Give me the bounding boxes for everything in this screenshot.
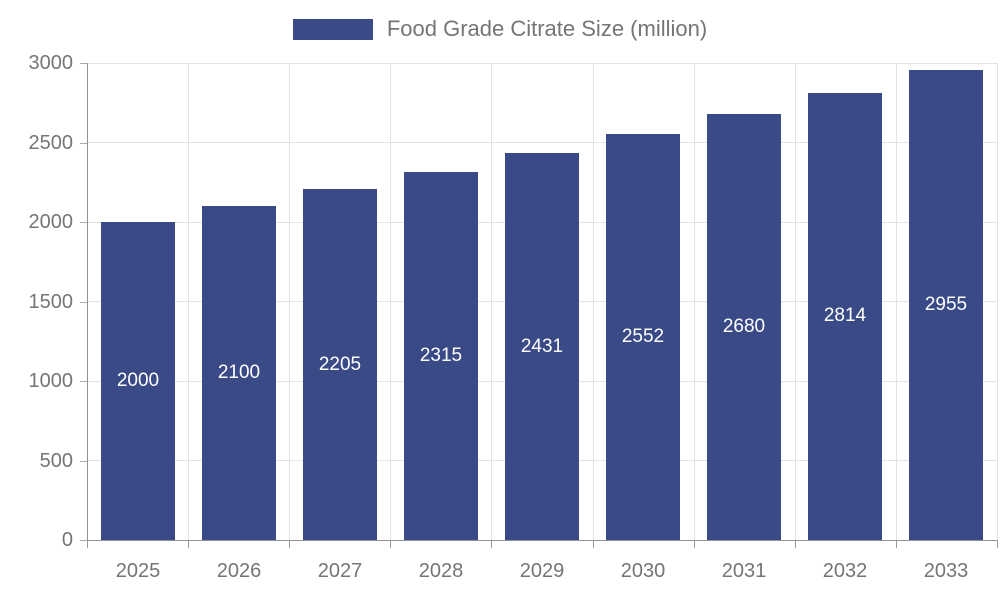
legend[interactable]: Food Grade Citrate Size (million) bbox=[0, 17, 1000, 41]
x-tick-1 bbox=[187, 540, 189, 548]
plot-area: 2000 2100 2205 2315 2431 2552 2680 2814 2955 bbox=[87, 62, 998, 540]
x-axis-label-2031: 2031 bbox=[721, 560, 767, 582]
x-tick-2 bbox=[288, 540, 290, 548]
y-axis-label-3000: 3000 bbox=[28, 52, 74, 74]
bar-2032[interactable] bbox=[808, 93, 882, 540]
x-tick-7 bbox=[794, 540, 796, 548]
x-tick-0 bbox=[86, 540, 88, 548]
bar-2027[interactable] bbox=[303, 189, 377, 540]
legend-label: Food Grade Citrate Size (million) bbox=[386, 16, 708, 41]
y-axis-label-500: 500 bbox=[39, 450, 73, 472]
y-tick-1500 bbox=[80, 301, 87, 303]
x-axis-label-2026: 2026 bbox=[216, 560, 262, 582]
legend-swatch bbox=[292, 18, 373, 40]
x-axis-label-2030: 2030 bbox=[620, 560, 666, 582]
gridline-x-4 bbox=[490, 63, 492, 540]
y-axis-label-2500: 2500 bbox=[28, 132, 74, 154]
gridline-y-2500 bbox=[87, 142, 997, 143]
y-tick-500 bbox=[80, 460, 87, 462]
x-axis-label-2033: 2033 bbox=[923, 560, 969, 582]
gridline-x-6 bbox=[693, 63, 695, 540]
bar-2030[interactable] bbox=[606, 134, 680, 540]
y-axis-label-2000: 2000 bbox=[28, 211, 74, 233]
gridline-x-7 bbox=[794, 63, 796, 540]
bar-2025[interactable] bbox=[101, 222, 175, 540]
y-axis-line bbox=[87, 63, 88, 540]
y-tick-3000 bbox=[80, 62, 87, 64]
x-axis-label-2032: 2032 bbox=[822, 560, 868, 582]
gridline-x-8 bbox=[895, 63, 897, 540]
x-axis-label-2029: 2029 bbox=[519, 560, 565, 582]
x-tick-9 bbox=[996, 540, 998, 548]
x-tick-8 bbox=[895, 540, 897, 548]
gridline-y-3000 bbox=[87, 62, 997, 64]
gridline-x-5 bbox=[592, 63, 594, 540]
bar-2033[interactable] bbox=[909, 70, 983, 540]
gridline-x-2 bbox=[288, 63, 290, 540]
x-tick-6 bbox=[693, 540, 695, 548]
x-tick-3 bbox=[389, 540, 391, 548]
bar-2028[interactable] bbox=[404, 172, 478, 540]
y-tick-1000 bbox=[80, 380, 87, 382]
gridline-x-1 bbox=[187, 63, 189, 540]
gridline-x-3 bbox=[389, 63, 391, 540]
y-tick-0 bbox=[80, 539, 87, 541]
x-tick-5 bbox=[592, 540, 594, 548]
gridline-x-9 bbox=[996, 63, 998, 540]
bar-2029[interactable] bbox=[505, 153, 579, 540]
x-axis-label-2027: 2027 bbox=[317, 560, 363, 582]
y-tick-2000 bbox=[80, 221, 87, 223]
bar-2031[interactable] bbox=[707, 114, 781, 540]
x-axis-line bbox=[87, 540, 997, 541]
y-tick-2500 bbox=[80, 142, 87, 144]
y-axis-label-0: 0 bbox=[61, 529, 73, 551]
x-tick-4 bbox=[490, 540, 492, 548]
x-axis-label-2025: 2025 bbox=[115, 560, 161, 582]
x-axis-label-2028: 2028 bbox=[418, 560, 464, 582]
y-axis-label-1000: 1000 bbox=[28, 370, 74, 392]
bar-2026[interactable] bbox=[202, 206, 276, 540]
y-axis-label-1500: 1500 bbox=[28, 291, 74, 313]
